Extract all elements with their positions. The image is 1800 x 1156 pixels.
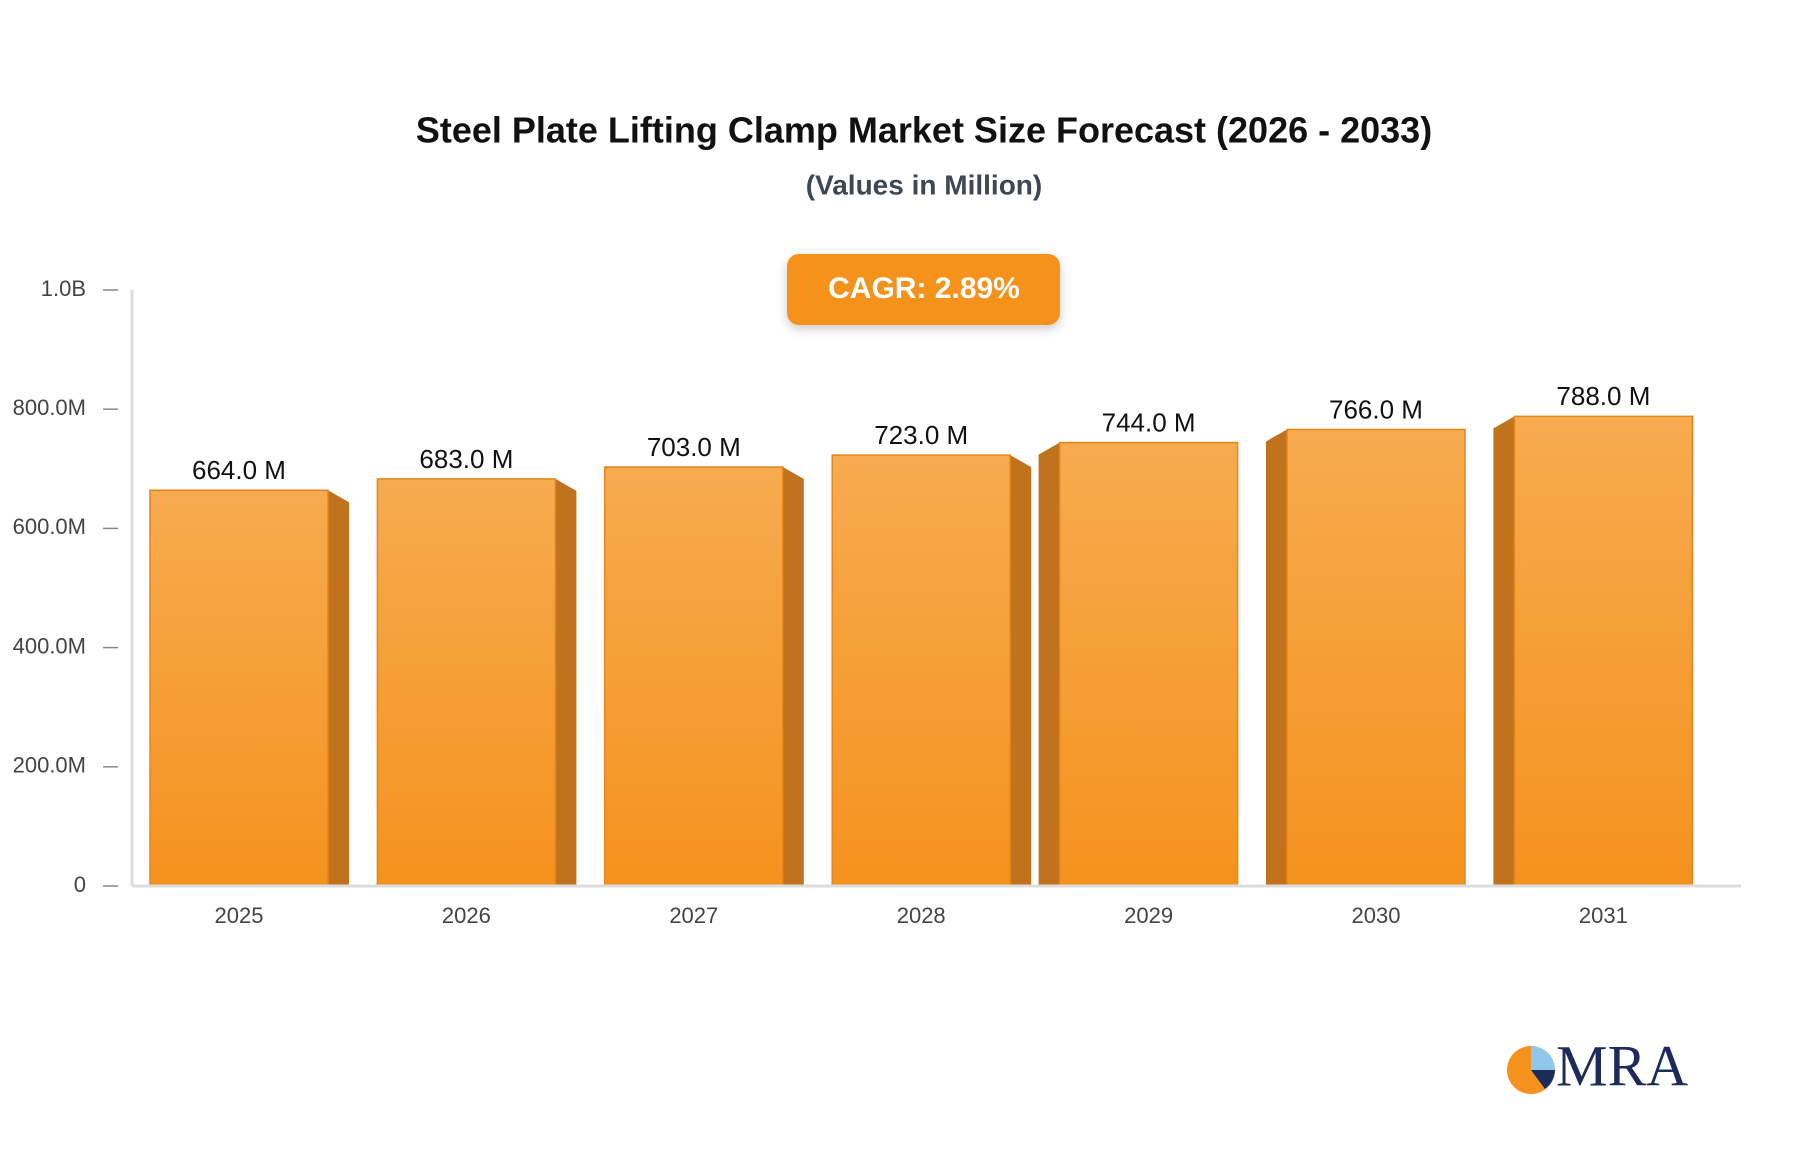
bar-side — [782, 467, 804, 886]
bar — [376, 478, 557, 887]
chart-title: Steel Plate Lifting Clamp Market Size Fo… — [416, 110, 1432, 151]
value-label: 788.0 M — [1556, 381, 1650, 411]
value-label: 703.0 M — [647, 432, 741, 462]
value-label: 723.0 M — [874, 420, 968, 450]
bar-side — [1266, 429, 1287, 886]
bar-side — [1010, 455, 1032, 886]
logo-icon-slice — [1531, 1070, 1555, 1089]
x-tick-label: 2029 — [1124, 903, 1173, 928]
x-tick-label: 2030 — [1352, 903, 1401, 928]
cagr-label: CAGR: 2.89% — [828, 272, 1020, 305]
y-tick-label: 400.0M — [13, 633, 86, 658]
logo-icon-slice — [1531, 1046, 1555, 1070]
chart-subtitle: (Values in Million) — [806, 169, 1042, 200]
y-tick-label: 0 — [74, 872, 86, 897]
bar-side — [328, 490, 349, 886]
bar — [149, 489, 329, 887]
value-label: 664.0 M — [192, 455, 286, 485]
x-tick-label: 2031 — [1579, 903, 1628, 928]
x-tick-label: 2025 — [215, 903, 264, 928]
x-tick-label: 2027 — [669, 903, 718, 928]
y-tick-label: 1.0B — [41, 276, 86, 301]
plot-area: 0 200.0M 400.0M 600.0M 800.0M 1.0B 2025 664.0 M… — [13, 276, 1741, 928]
cagr-badge — [787, 254, 1060, 325]
value-label: 744.0 M — [1102, 407, 1196, 437]
bar-side — [1038, 442, 1060, 886]
bar — [1513, 415, 1694, 887]
y-tick-label: 800.0M — [13, 395, 86, 420]
bar — [831, 454, 1011, 887]
logo-text: MRA — [1556, 1033, 1688, 1098]
bar — [604, 466, 784, 887]
bar-side — [555, 478, 577, 886]
x-tick-label: 2028 — [897, 903, 946, 928]
bar — [1286, 428, 1466, 887]
value-label: 766.0 M — [1329, 394, 1423, 424]
y-tick-label: 200.0M — [13, 753, 86, 778]
value-label: 683.0 M — [419, 444, 513, 474]
bar — [1058, 441, 1239, 887]
bar-side — [1493, 416, 1515, 886]
x-tick-label: 2026 — [442, 903, 491, 928]
logo: MRA — [1507, 1033, 1688, 1098]
y-tick-label: 600.0M — [13, 514, 86, 539]
